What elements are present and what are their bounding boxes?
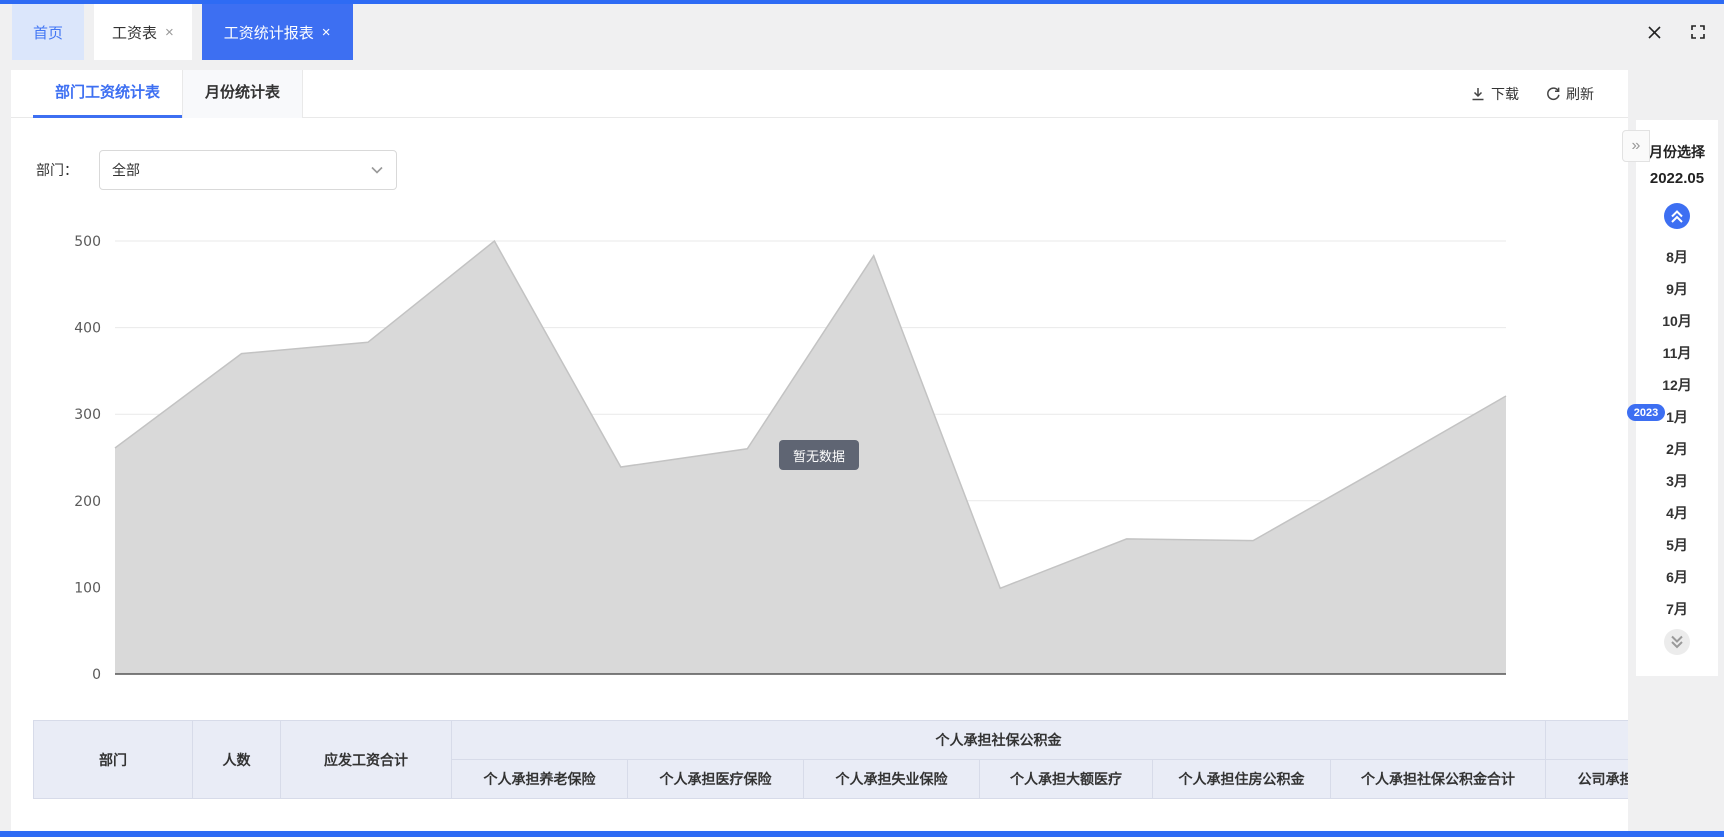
close-tab-icon[interactable]: ×	[321, 23, 331, 41]
month-item[interactable]: 12月	[1662, 377, 1692, 393]
month-item[interactable]: 1月	[1666, 409, 1688, 425]
tab-salary-report[interactable]: 工资统计报表 ×	[201, 4, 353, 60]
month-item[interactable]: 3月	[1666, 473, 1688, 489]
double-chevron-down-icon	[1671, 635, 1683, 649]
download-icon	[1472, 87, 1484, 100]
no-data-tooltip: 暂无数据	[779, 440, 860, 470]
tab-salary-sheet-label: 工资表	[112, 24, 158, 42]
scroll-down-button[interactable]	[1664, 629, 1690, 655]
bottom-accent-line	[0, 831, 1724, 837]
tab-month-stats[interactable]: 月份统计表	[182, 70, 304, 118]
col-personal-pension: 个人承担养老保险	[451, 759, 628, 799]
svg-text:200: 200	[74, 494, 101, 510]
month-item[interactable]: 8月	[1666, 249, 1688, 265]
report-subtabs: 部门工资统计表 月份统计表 下载 刷新	[11, 70, 1628, 118]
col-company-pension: 公司承担养老保险	[1545, 759, 1628, 799]
tab-salary-report-label: 工资统计报表	[223, 24, 314, 42]
col-personal-housing-fund: 个人承担住房公积金	[1152, 759, 1331, 799]
report-table: 部门 人数 应发工资合计 个人承担社保公积金 公司承担社保公积金 个人承担养老保…	[33, 720, 1628, 799]
col-personal-total: 个人承担社保公积金合计	[1329, 759, 1547, 799]
tab-salary-sheet[interactable]: 工资表 ×	[94, 4, 192, 60]
group-personal-social-security: 个人承担社保公积金	[450, 720, 1547, 760]
month-item[interactable]: 11月	[1662, 345, 1692, 361]
svg-text:500: 500	[74, 234, 101, 250]
col-total-payable: 应发工资合计	[280, 720, 452, 799]
refresh-label: 刷新	[1566, 85, 1594, 102]
month-item[interactable]: 4月	[1666, 505, 1688, 521]
close-icon[interactable]	[1644, 22, 1664, 42]
close-tab-icon[interactable]: ×	[165, 23, 174, 41]
download-button[interactable]: 下载	[1470, 84, 1519, 104]
month-panel: 月份选择 2022.05 8月 9月 10月 11月 12月 1月 2月 3月 …	[1636, 120, 1718, 676]
window-tabbar: 首页 工资表 × 工资统计报表 ×	[0, 4, 1724, 60]
department-select[interactable]: 全部	[99, 150, 397, 190]
filter-row: 部门： 全部	[11, 148, 1628, 192]
department-select-value: 全部	[112, 162, 140, 178]
svg-text:100: 100	[74, 580, 101, 596]
refresh-button[interactable]: 刷新	[1545, 84, 1594, 104]
year-badge: 2023	[1627, 404, 1665, 421]
selected-month[interactable]: 2022.05	[1649, 170, 1705, 187]
col-department: 部门	[33, 720, 193, 799]
refresh-icon	[1547, 86, 1560, 100]
month-item[interactable]: 6月	[1666, 569, 1688, 585]
col-personal-major-medical: 个人承担大额医疗	[979, 759, 1153, 799]
month-item[interactable]: 10月	[1662, 313, 1692, 329]
svg-text:300: 300	[74, 407, 101, 423]
svg-text:400: 400	[74, 321, 101, 337]
scroll-up-button[interactable]	[1664, 203, 1690, 229]
col-personal-medical: 个人承担医疗保险	[627, 759, 804, 799]
window-controls	[1644, 4, 1724, 60]
department-label: 部门：	[36, 162, 78, 178]
tab-home-label: 首页	[32, 24, 63, 42]
month-panel-title: 月份选择	[1649, 144, 1705, 160]
fullscreen-icon[interactable]	[1688, 22, 1708, 42]
svg-text:0: 0	[92, 667, 101, 683]
month-item[interactable]: 7月	[1666, 601, 1688, 617]
col-personal-unemployment: 个人承担失业保险	[803, 759, 980, 799]
col-headcount: 人数	[192, 720, 281, 799]
tab-home[interactable]: 首页	[12, 4, 84, 60]
download-label: 下载	[1491, 85, 1519, 102]
report-table-wrap: 部门 人数 应发工资合计 个人承担社保公积金 公司承担社保公积金 个人承担养老保…	[33, 720, 1628, 799]
group-company-social-security: 公司承担社保公积金	[1545, 720, 1628, 760]
chevron-down-icon	[370, 162, 384, 178]
report-card: 部门工资统计表 月份统计表 下载 刷新 部门： 全部	[11, 70, 1628, 831]
tab-department-salary-stats[interactable]: 部门工资统计表	[33, 70, 183, 118]
report-actions: 下载 刷新	[1470, 70, 1628, 117]
double-chevron-up-icon	[1671, 210, 1683, 223]
month-item[interactable]: 2月	[1666, 441, 1688, 457]
top-accent-line	[0, 0, 1724, 4]
month-list: 8月 9月 10月 11月 12月 1月 2月 3月 4月 5月 6月 7月	[1636, 241, 1718, 625]
collapse-panel-icon[interactable]: »	[1622, 130, 1650, 162]
month-item[interactable]: 5月	[1666, 537, 1688, 553]
month-item[interactable]: 9月	[1666, 281, 1688, 297]
